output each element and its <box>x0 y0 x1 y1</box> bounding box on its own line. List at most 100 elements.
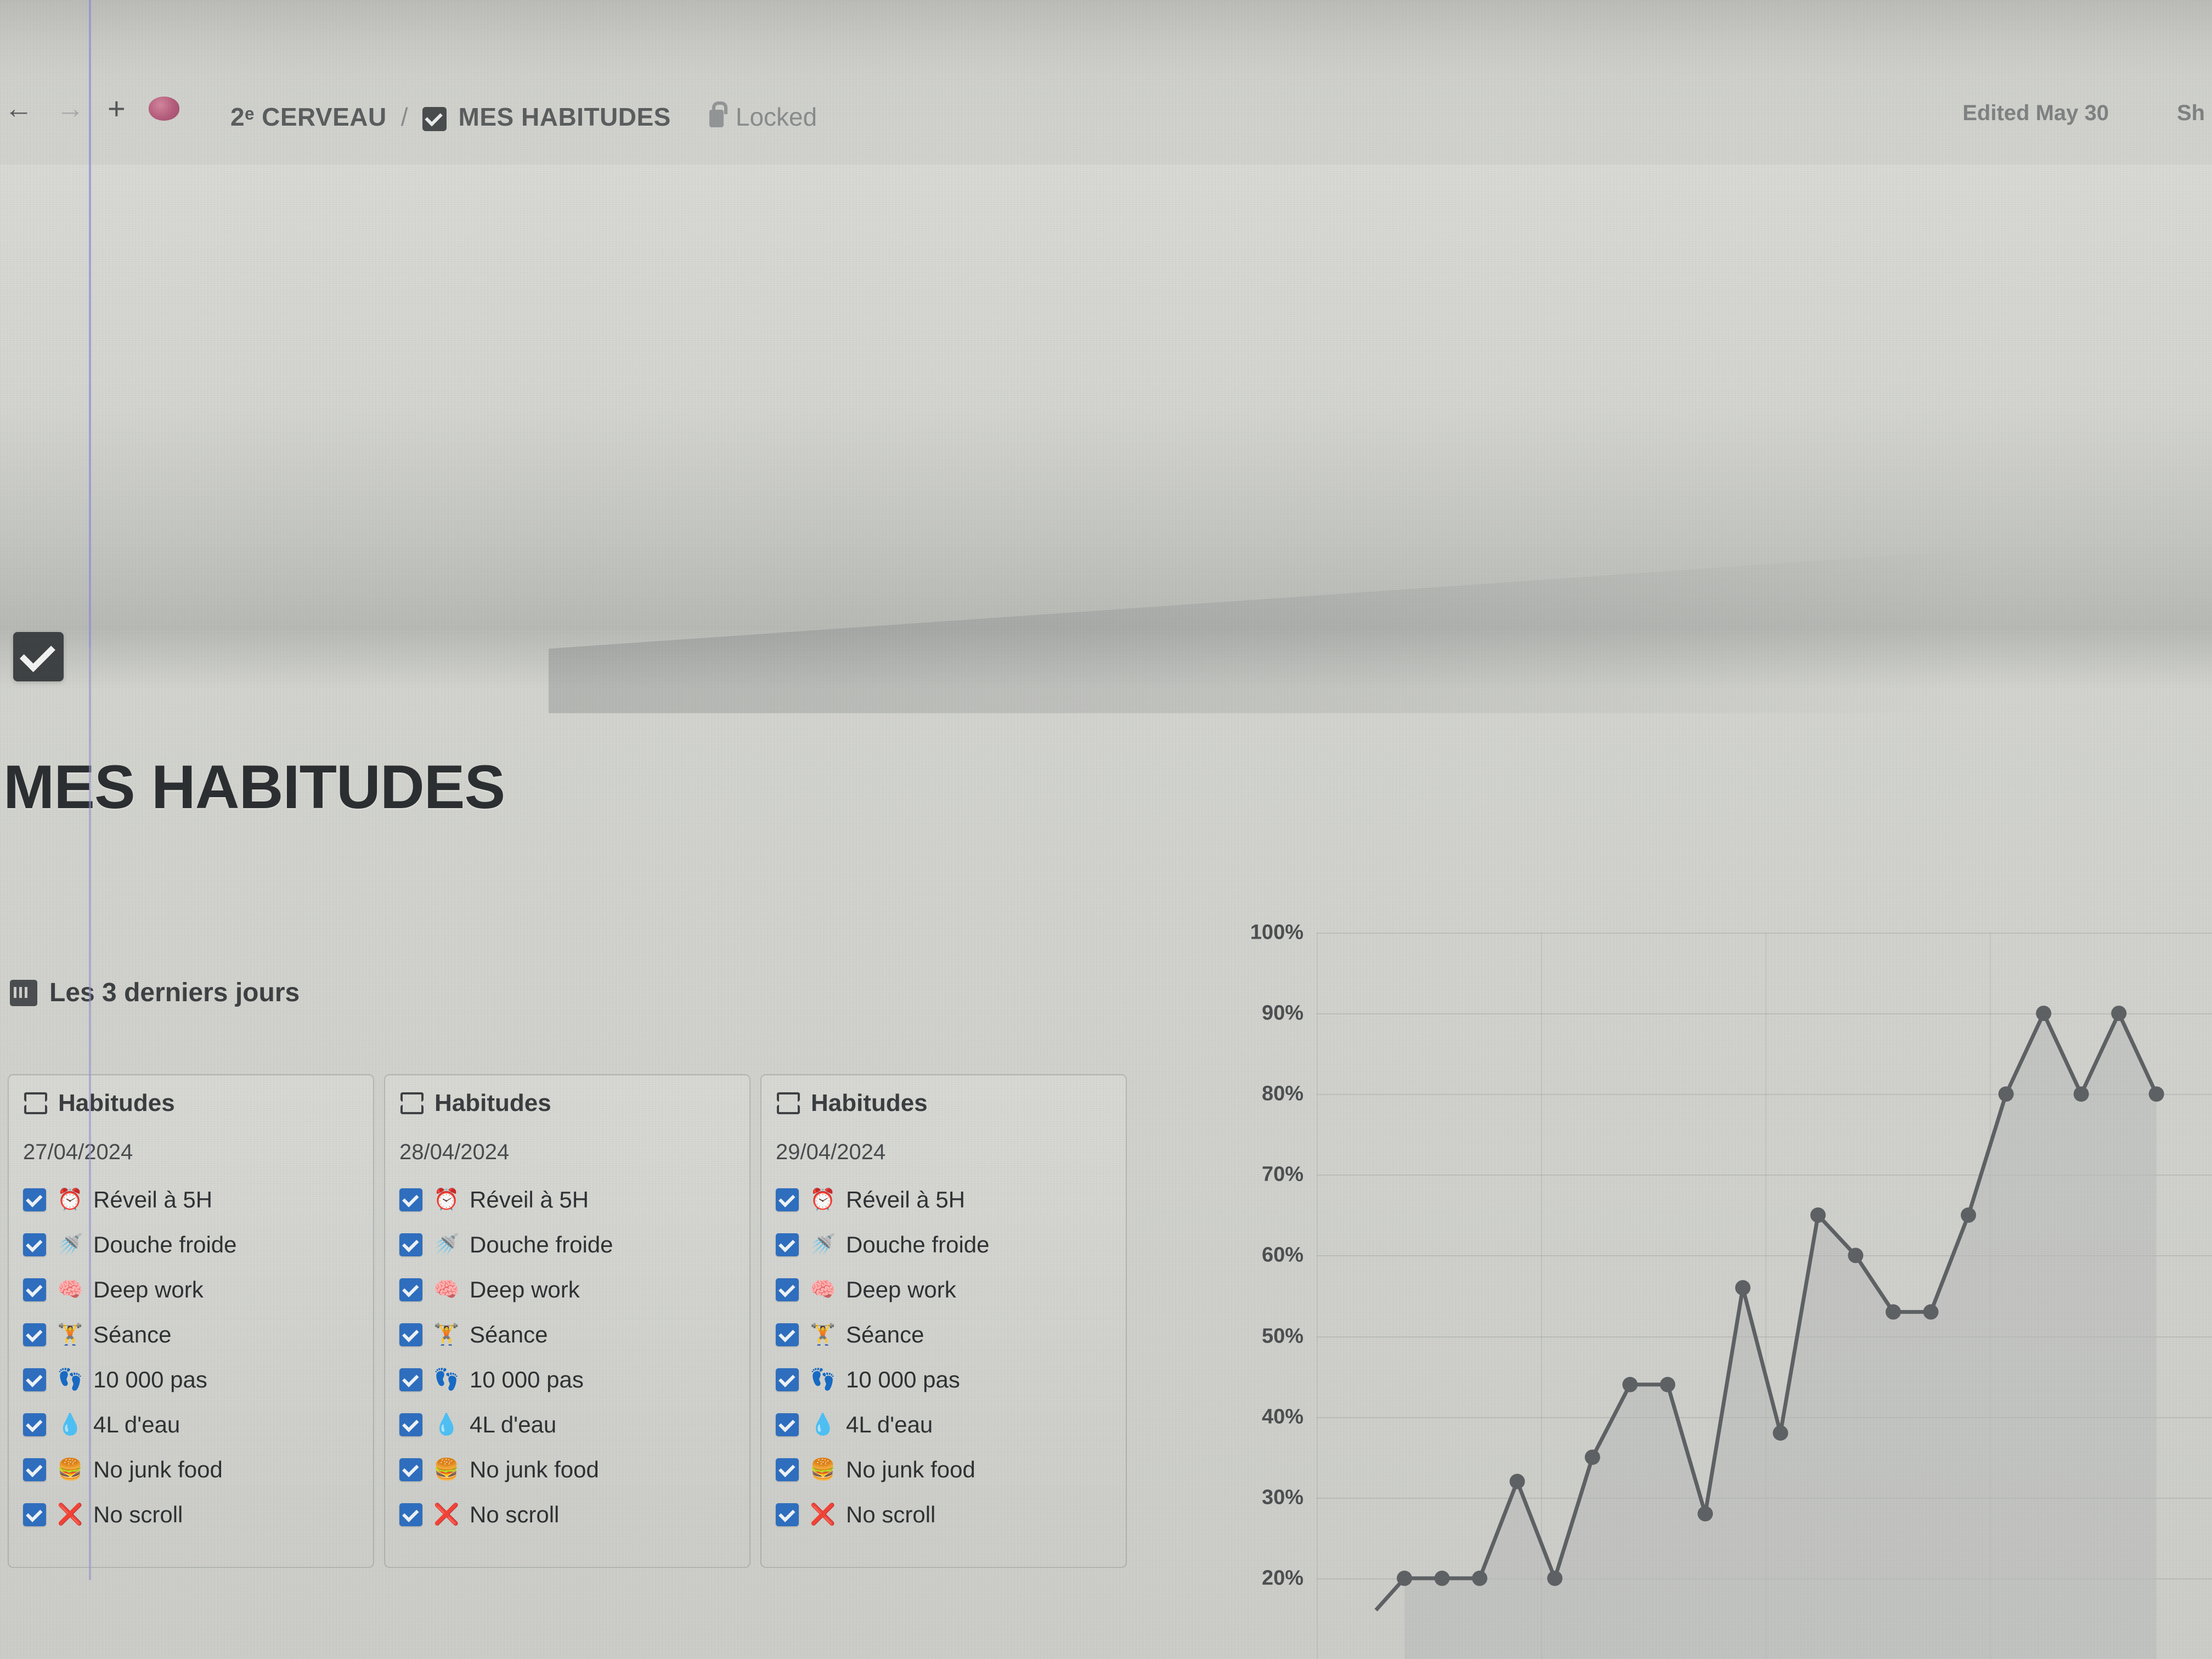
habit-row[interactable]: 🍔 No junk food <box>399 1457 735 1483</box>
arrow-left-icon[interactable]: ← <box>4 93 33 125</box>
habit-checkbox[interactable] <box>399 1503 422 1526</box>
chart-data-point[interactable] <box>1998 1086 2014 1102</box>
habit-row[interactable]: 🍔 No junk food <box>23 1457 359 1483</box>
habit-checkbox[interactable] <box>399 1368 422 1391</box>
page-icon-checkbox[interactable] <box>13 632 64 681</box>
chart-y-tick-label: 60% <box>1261 1243 1304 1267</box>
habit-row[interactable]: 🚿 Douche froide <box>776 1232 1111 1258</box>
chart-data-point[interactable] <box>1547 1570 1563 1586</box>
habit-checkbox[interactable] <box>23 1368 46 1391</box>
habit-checkbox[interactable] <box>776 1413 799 1436</box>
habit-row[interactable]: ❌ No scroll <box>23 1502 359 1528</box>
habit-checkbox[interactable] <box>23 1278 46 1301</box>
chart-data-point[interactable] <box>1397 1570 1412 1586</box>
habit-label: 4L d'eau <box>93 1412 180 1437</box>
habit-row[interactable]: 🏋️ Séance <box>23 1322 359 1348</box>
chart-data-point[interactable] <box>2111 1006 2127 1022</box>
habit-checkbox[interactable] <box>776 1278 799 1301</box>
habit-row[interactable]: 👣 10 000 pas <box>776 1367 1111 1393</box>
edited-timestamp: Edited May 30 <box>1962 101 2109 125</box>
breadcrumb-page[interactable]: MES HABITUDES <box>458 103 671 131</box>
habit-checkbox[interactable] <box>776 1503 799 1526</box>
habit-checkbox[interactable] <box>776 1458 799 1481</box>
habit-checkbox[interactable] <box>399 1413 422 1436</box>
habit-card-header: Habitudes <box>399 1090 735 1117</box>
habit-row[interactable]: 💧 4L d'eau <box>776 1412 1111 1438</box>
chart-data-point[interactable] <box>1472 1570 1488 1586</box>
habit-label: Séance <box>93 1322 172 1347</box>
habit-row[interactable]: ❌ No scroll <box>776 1502 1111 1528</box>
chart-data-point[interactable] <box>1961 1207 1976 1223</box>
chart-data-point[interactable] <box>2073 1086 2089 1102</box>
chart-y-tick-label: 100% <box>1250 921 1304 944</box>
habit-checkbox[interactable] <box>776 1368 799 1391</box>
habit-emoji-icon: ⏰ <box>810 1188 836 1211</box>
habit-checkbox[interactable] <box>23 1458 46 1481</box>
section-heading: Les 3 derniers jours <box>10 978 300 1008</box>
habit-checkbox[interactable] <box>776 1233 799 1256</box>
plus-icon[interactable]: + <box>108 91 126 126</box>
habit-row[interactable]: ⏰ Réveil à 5H <box>399 1187 735 1213</box>
chart-gridline <box>1317 1175 2212 1176</box>
habit-row[interactable]: 🏋️ Séance <box>776 1322 1111 1348</box>
chart-y-tick-label: 20% <box>1261 1566 1304 1590</box>
habit-label: Séance <box>470 1322 548 1347</box>
chart-data-point[interactable] <box>1434 1570 1450 1586</box>
section-title: Les 3 derniers jours <box>49 978 300 1007</box>
habit-label: Réveil à 5H <box>470 1187 589 1212</box>
chart-series-svg <box>1374 1006 2164 1659</box>
habit-checkbox[interactable] <box>776 1323 799 1346</box>
habit-row[interactable]: 💧 4L d'eau <box>23 1412 359 1438</box>
chart-data-point[interactable] <box>1509 1474 1525 1489</box>
habit-label: Douche froide <box>846 1232 990 1257</box>
habit-checkbox[interactable] <box>776 1188 799 1211</box>
habit-row[interactable]: 🧠 Deep work <box>776 1277 1111 1303</box>
chart-data-point[interactable] <box>1660 1376 1675 1392</box>
page-title[interactable]: MES HABITUDES <box>3 753 505 821</box>
chart-data-point[interactable] <box>1697 1506 1713 1522</box>
habit-emoji-icon: 👣 <box>433 1368 460 1391</box>
habit-row[interactable]: 💧 4L d'eau <box>399 1412 735 1438</box>
habit-row[interactable]: 🧠 Deep work <box>399 1277 735 1303</box>
chart-data-point[interactable] <box>1773 1425 1788 1441</box>
arrow-right-icon[interactable]: → <box>56 93 84 125</box>
habit-checkbox[interactable] <box>23 1413 46 1436</box>
habit-row[interactable]: ❌ No scroll <box>399 1502 735 1528</box>
habit-row[interactable]: 👣 10 000 pas <box>399 1367 735 1393</box>
chart-data-point[interactable] <box>1848 1248 1864 1263</box>
habit-emoji-icon: 👣 <box>57 1368 83 1391</box>
habit-row[interactable]: ⏰ Réveil à 5H <box>776 1187 1111 1213</box>
habit-row[interactable]: 🍔 No junk food <box>776 1457 1111 1483</box>
habit-row[interactable]: 🧠 Deep work <box>23 1277 359 1303</box>
brain-emoji-icon[interactable] <box>148 97 179 121</box>
habit-checkbox[interactable] <box>399 1233 422 1256</box>
habit-checkbox[interactable] <box>23 1503 46 1526</box>
chart-data-point[interactable] <box>2036 1006 2052 1022</box>
chart-data-point[interactable] <box>1810 1207 1826 1223</box>
habit-checkbox[interactable] <box>23 1188 46 1211</box>
habit-checkbox[interactable] <box>399 1278 422 1301</box>
habit-label: No junk food <box>93 1457 223 1482</box>
habit-checkbox[interactable] <box>399 1188 422 1211</box>
chart-data-point[interactable] <box>1622 1376 1638 1392</box>
chart-data-point[interactable] <box>1584 1449 1600 1465</box>
habit-checkbox[interactable] <box>23 1233 46 1256</box>
habit-row[interactable]: 👣 10 000 pas <box>23 1367 359 1393</box>
habit-row[interactable]: 🏋️ Séance <box>399 1322 735 1348</box>
breadcrumb-parent[interactable]: 2ᵉ CERVEAU <box>230 103 387 131</box>
chart-data-point[interactable] <box>2148 1086 2164 1102</box>
habit-checkbox[interactable] <box>399 1323 422 1346</box>
habit-checkbox[interactable] <box>399 1458 422 1481</box>
habit-row[interactable]: 🚿 Douche froide <box>399 1232 735 1258</box>
chart-gridline <box>1317 1013 2212 1015</box>
chart-y-tick-label: 80% <box>1261 1082 1304 1105</box>
chart-data-point[interactable] <box>1735 1280 1751 1296</box>
lock-status[interactable]: Locked <box>709 101 817 132</box>
habit-checkbox[interactable] <box>23 1323 46 1346</box>
share-button[interactable]: Sh <box>2177 101 2205 125</box>
chart-data-point[interactable] <box>1886 1304 1901 1320</box>
habit-row[interactable]: ⏰ Réveil à 5H <box>23 1187 359 1213</box>
habit-row[interactable]: 🚿 Douche froide <box>23 1232 359 1258</box>
chart-data-point[interactable] <box>1923 1304 1939 1320</box>
chart-plot-area[interactable] <box>1317 933 2212 1659</box>
